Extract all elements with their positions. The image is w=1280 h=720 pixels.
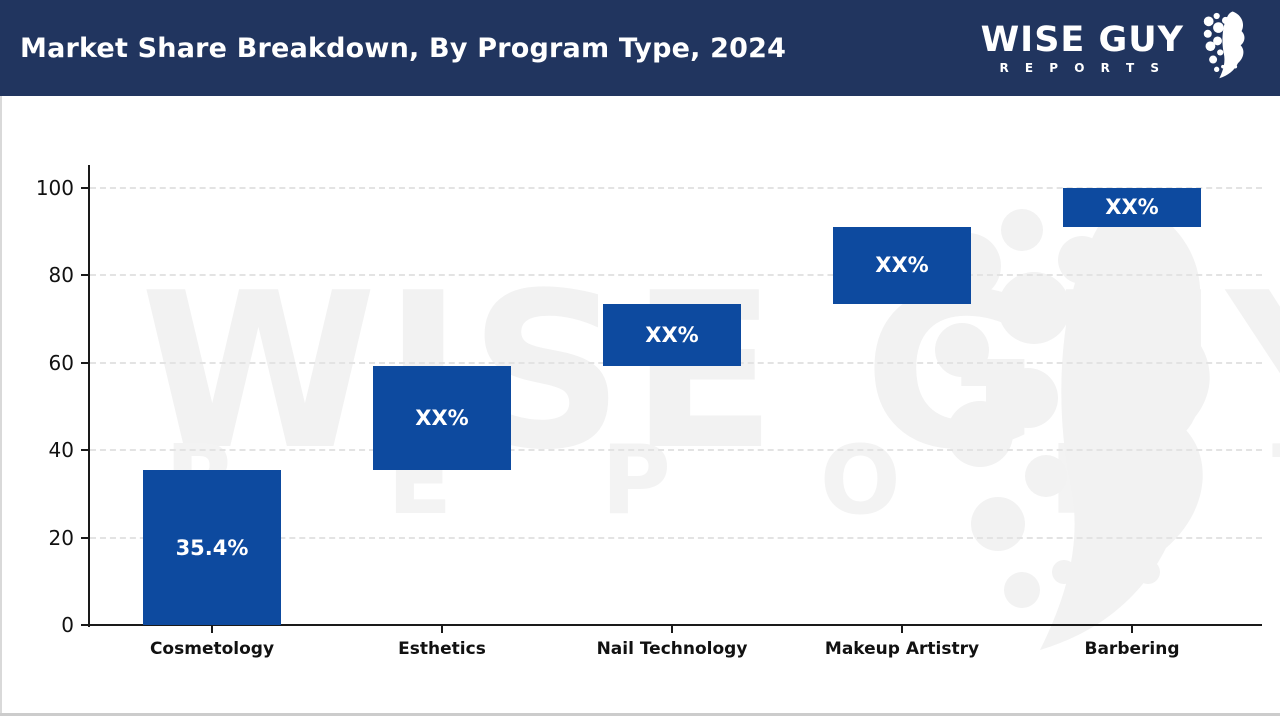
logo-head-icon — [1203, 11, 1245, 79]
y-tick-100 — [81, 186, 90, 189]
bar-value-label-makeup-artistry: XX% — [875, 253, 929, 278]
logo-subtext: R E P O R T S — [999, 60, 1166, 75]
logo-text: WISE GUY R E P O R T S — [980, 19, 1184, 75]
y-tick-40 — [81, 449, 90, 451]
x-axis-label-nail-technology: Nail Technology — [596, 639, 748, 659]
gridline-20 — [90, 536, 1262, 539]
bottom-border — [0, 713, 1280, 716]
x-tick-cosmetology — [211, 626, 213, 633]
x-tick-nail-technology — [671, 626, 673, 633]
x-axis-label-esthetics: Esthetics — [398, 639, 486, 659]
y-tick-label-0: 0 — [61, 613, 74, 637]
chart-title: Market Share Breakdown, By Program Type,… — [20, 32, 787, 64]
x-axis-label-cosmetology: Cosmetology — [149, 639, 275, 659]
bar-value-label-barbering: XX% — [1105, 195, 1159, 220]
y-tick-label-20: 20 — [48, 525, 74, 550]
x-tick-esthetics — [441, 626, 443, 633]
x-tick-barbering — [1131, 626, 1133, 633]
gridline-100 — [90, 186, 1262, 189]
bar-makeup-artistry: XX% — [833, 226, 971, 304]
x-axis-label-makeup-artistry: Makeup Artistry — [824, 639, 980, 659]
y-tick-20 — [81, 536, 90, 539]
gridline-40 — [90, 449, 1262, 451]
bar-nail-technology: XX% — [603, 303, 741, 367]
y-tick-80 — [81, 274, 90, 276]
y-tick-0 — [81, 624, 90, 626]
bar-barbering: XX% — [1063, 187, 1201, 227]
x-tick-makeup-artistry — [901, 626, 903, 633]
bar-cosmetology: 35.4% — [143, 470, 281, 625]
x-axis-line — [88, 624, 1262, 626]
bar-value-label-cosmetology: 35.4% — [175, 535, 249, 560]
logo-wordmark: WISE GUY — [980, 19, 1184, 60]
y-tick-label-60: 60 — [48, 350, 74, 375]
bar-value-label-esthetics: XX% — [415, 406, 469, 431]
y-tick-label-80: 80 — [48, 263, 74, 287]
wiseguy-logo: WISE GUY R E P O R T S — [981, 8, 1262, 88]
y-axis-line — [88, 165, 90, 627]
y-tick-label-40: 40 — [48, 438, 74, 462]
bar-esthetics: XX% — [373, 366, 511, 471]
bar-value-label-nail-technology: XX% — [645, 323, 699, 348]
x-axis-label-barbering: Barbering — [1084, 639, 1180, 659]
y-tick-60 — [81, 361, 90, 364]
y-tick-label-100: 100 — [35, 175, 74, 200]
gridline-80 — [90, 274, 1262, 276]
header: Market Share Breakdown, By Program Type,… — [0, 0, 1280, 96]
